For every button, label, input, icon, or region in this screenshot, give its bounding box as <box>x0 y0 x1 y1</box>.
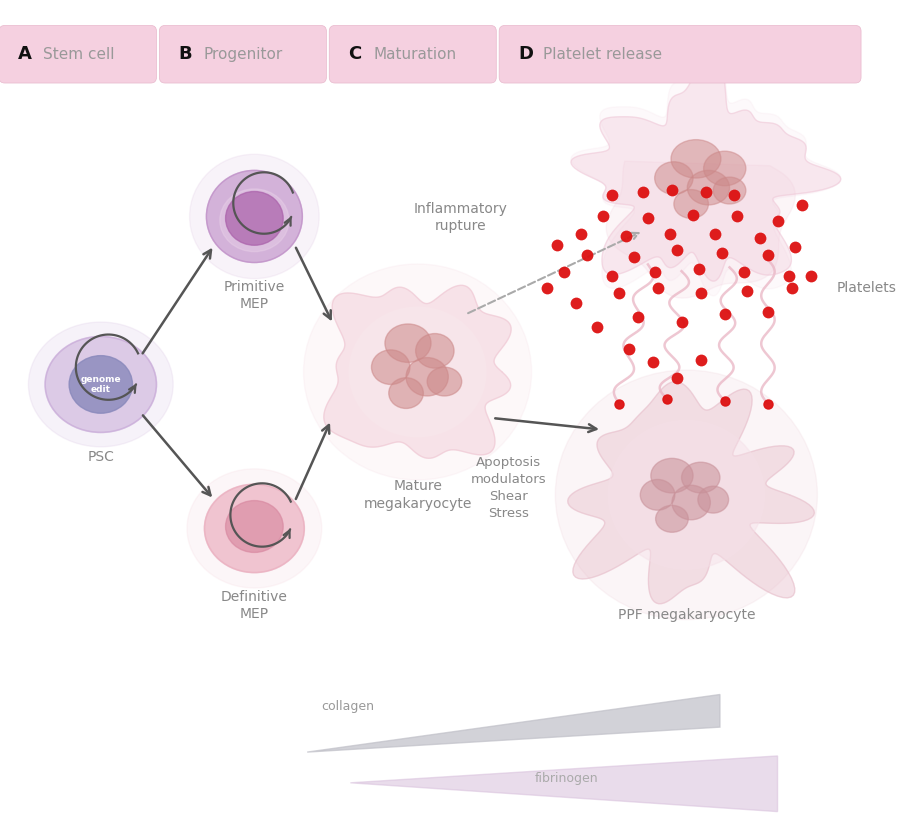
Ellipse shape <box>655 505 688 532</box>
Ellipse shape <box>226 192 284 246</box>
Ellipse shape <box>45 336 157 432</box>
Text: Inflammatory
rupture: Inflammatory rupture <box>414 202 508 233</box>
Ellipse shape <box>389 378 423 408</box>
Ellipse shape <box>681 463 720 493</box>
Ellipse shape <box>206 170 302 262</box>
Ellipse shape <box>704 151 746 186</box>
Text: Definitive
MEP: Definitive MEP <box>220 590 288 621</box>
Ellipse shape <box>688 170 730 205</box>
Text: C: C <box>348 45 362 63</box>
Ellipse shape <box>654 162 693 194</box>
Polygon shape <box>350 756 778 812</box>
Ellipse shape <box>713 177 746 204</box>
Ellipse shape <box>69 355 132 413</box>
FancyBboxPatch shape <box>329 25 496 83</box>
FancyBboxPatch shape <box>0 25 157 83</box>
Ellipse shape <box>428 367 462 396</box>
FancyBboxPatch shape <box>159 25 327 83</box>
Text: Maturation: Maturation <box>374 47 456 62</box>
Ellipse shape <box>651 458 693 493</box>
Ellipse shape <box>406 358 448 396</box>
Ellipse shape <box>226 500 284 552</box>
Text: genome
edit: genome edit <box>80 375 122 394</box>
Ellipse shape <box>372 350 410 385</box>
Polygon shape <box>568 381 814 603</box>
Polygon shape <box>571 35 841 296</box>
Text: fibrinogen: fibrinogen <box>536 773 598 785</box>
Ellipse shape <box>555 370 817 619</box>
Text: Primitive
MEP: Primitive MEP <box>224 280 285 311</box>
Ellipse shape <box>416 334 454 368</box>
Ellipse shape <box>349 308 486 437</box>
Polygon shape <box>324 285 511 458</box>
Ellipse shape <box>671 140 721 178</box>
Ellipse shape <box>204 484 304 572</box>
Polygon shape <box>607 161 796 298</box>
Ellipse shape <box>220 189 289 251</box>
Ellipse shape <box>674 189 708 219</box>
Text: Platelets: Platelets <box>837 282 897 296</box>
Ellipse shape <box>190 154 320 279</box>
Ellipse shape <box>385 324 431 362</box>
Ellipse shape <box>608 421 764 569</box>
Text: Stem cell: Stem cell <box>43 47 114 62</box>
Ellipse shape <box>303 264 532 480</box>
Text: PPF megakaryocyte: PPF megakaryocyte <box>617 608 755 622</box>
Ellipse shape <box>187 468 322 588</box>
FancyBboxPatch shape <box>500 25 861 83</box>
Text: Apoptosis
modulators
Shear
Stress: Apoptosis modulators Shear Stress <box>471 457 546 520</box>
Text: PSC: PSC <box>87 450 114 463</box>
Ellipse shape <box>29 322 173 447</box>
Polygon shape <box>571 54 841 282</box>
Text: Platelet release: Platelet release <box>544 47 662 62</box>
Ellipse shape <box>640 479 675 510</box>
Polygon shape <box>307 695 720 752</box>
Text: A: A <box>18 45 32 63</box>
Text: B: B <box>178 45 193 63</box>
Ellipse shape <box>698 486 729 513</box>
Text: Progenitor: Progenitor <box>203 47 283 62</box>
Text: Mature
megakaryocyte: Mature megakaryocyte <box>364 479 472 511</box>
Text: D: D <box>518 45 534 63</box>
Ellipse shape <box>672 485 710 520</box>
Text: collagen: collagen <box>321 700 374 712</box>
